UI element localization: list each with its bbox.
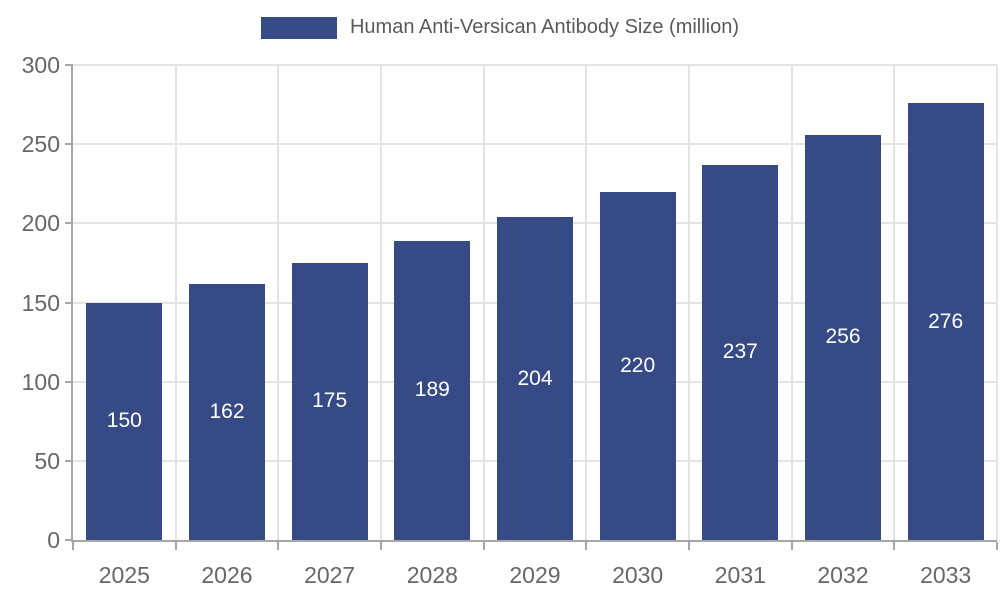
y-tick-label: 200 — [21, 210, 60, 237]
y-tick-mark — [65, 380, 73, 383]
y-tick-mark — [65, 222, 73, 225]
v-gridline-3 — [380, 65, 382, 540]
x-tick-label: 2026 — [201, 562, 253, 588]
x-tick-label: 2028 — [406, 562, 458, 588]
x-tick-mark — [72, 542, 74, 550]
x-tick-mark — [996, 542, 998, 550]
x-tick-mark — [482, 542, 485, 550]
bar-value-label: 150 — [106, 409, 142, 433]
x-tick-label: 2027 — [304, 562, 356, 588]
v-gridline-5 — [585, 65, 588, 540]
x-tick-label: 2029 — [509, 562, 561, 588]
y-tick-mark — [65, 143, 73, 146]
legend: Human Anti-Versican Antibody Size (milli… — [0, 16, 1000, 39]
bar-value-label: 189 — [414, 378, 450, 402]
x-tick-mark — [174, 542, 177, 550]
x-tick-label: 2032 — [817, 562, 869, 588]
v-gridline-7 — [790, 65, 793, 540]
x-tick-label: 2030 — [612, 562, 664, 588]
x-tick-mark — [893, 542, 896, 550]
legend-swatch — [260, 16, 337, 39]
bar-2026: 162 — [189, 283, 265, 540]
y-tick-label: 50 — [34, 447, 60, 474]
bar-2033: 276 — [907, 103, 984, 540]
bar-value-label: 237 — [722, 340, 758, 364]
y-tick-mark — [65, 301, 73, 304]
bar-2029: 204 — [497, 217, 573, 540]
v-gridline-6 — [688, 65, 690, 540]
bar-value-label: 204 — [517, 366, 553, 390]
bar-value-label: 256 — [825, 325, 861, 349]
y-tick-label: 100 — [21, 368, 60, 395]
bar-2030: 220 — [599, 191, 676, 540]
bar-value-label: 220 — [620, 353, 656, 377]
bar-2027: 175 — [291, 262, 368, 540]
y-tick-mark — [65, 64, 73, 66]
y-tick-mark — [65, 459, 73, 462]
x-tick-mark — [277, 542, 280, 550]
bar-value-label: 276 — [928, 309, 964, 333]
y-tick-label: 300 — [21, 52, 60, 78]
x-tick-mark — [585, 542, 588, 550]
bar-2031: 237 — [702, 164, 779, 540]
plot-area: 150 162 175 189 204 220 237 256 276 — [71, 64, 998, 542]
bar-2032: 256 — [805, 134, 881, 540]
y-tick-label: 0 — [47, 527, 60, 553]
x-tick-label: 2025 — [98, 562, 150, 588]
v-gridline-2 — [277, 65, 280, 540]
x-tick-mark — [688, 542, 690, 550]
x-tick-mark — [380, 542, 382, 550]
x-tick-mark — [790, 542, 793, 550]
x-tick-label: 2033 — [920, 562, 972, 588]
v-gridline-1 — [174, 65, 177, 540]
bar-2028: 189 — [394, 240, 471, 540]
legend-label: Human Anti-Versican Antibody Size (milli… — [349, 16, 740, 38]
h-gridline-300 — [73, 64, 997, 66]
x-tick-label: 2031 — [714, 562, 766, 588]
bar-2025: 150 — [86, 302, 163, 540]
v-gridline-4 — [482, 65, 485, 540]
bar-value-label: 175 — [312, 389, 348, 413]
y-tick-label: 150 — [21, 289, 60, 316]
y-tick-label: 250 — [21, 131, 60, 158]
v-gridline-9 — [996, 65, 998, 540]
y-tick-mark — [65, 539, 73, 541]
h-gridline-250 — [73, 143, 997, 146]
v-gridline-8 — [893, 65, 896, 540]
bar-value-label: 162 — [209, 399, 245, 423]
